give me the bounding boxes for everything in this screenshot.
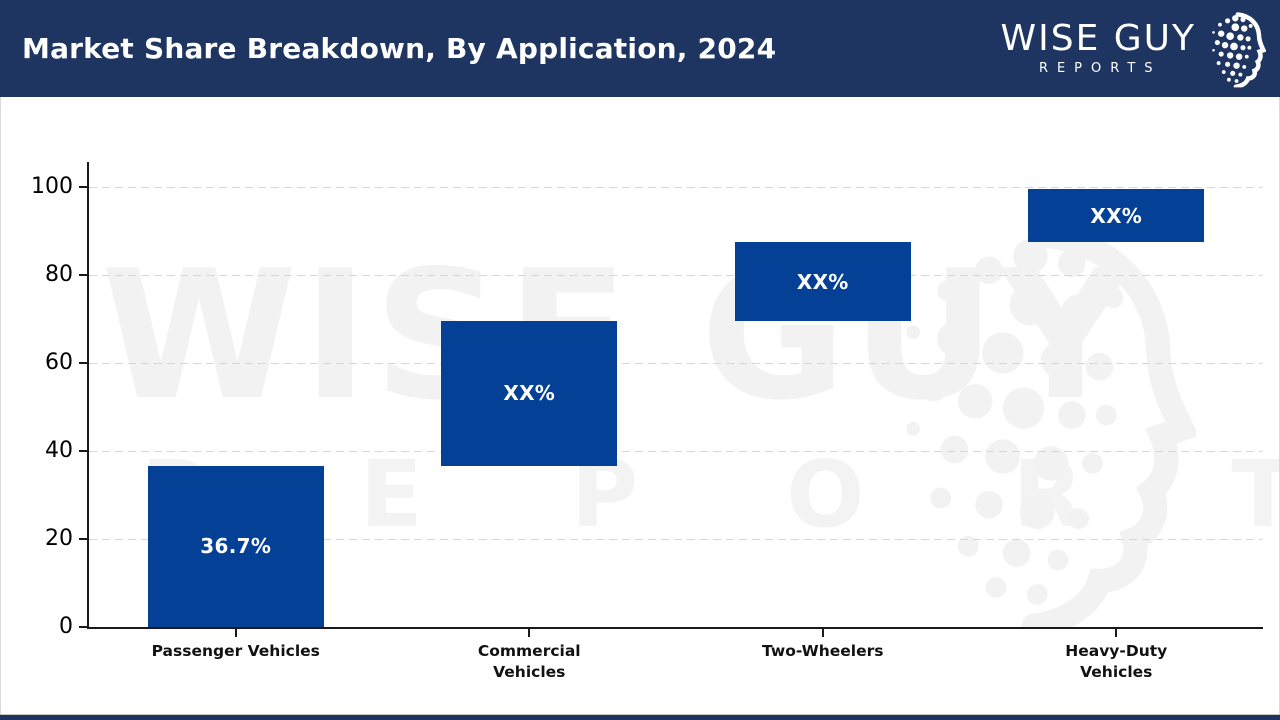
logo-wordmark-block: WISE GUY REPORTS: [1000, 18, 1197, 77]
footer-bar: [0, 714, 1280, 720]
wise-guy-logo: WISE GUY REPORTS: [1001, 9, 1267, 89]
page-title: Market Share Breakdown, By Application, …: [22, 32, 777, 65]
wise-guy-head-icon: [1202, 9, 1266, 89]
category-label-heavy-duty-vehicles: Heavy-Duty Vehicles: [1065, 642, 1168, 681]
logo-wordmark: WISE GUY: [1000, 18, 1196, 59]
gridline-60: [89, 363, 1263, 364]
bar-heavy-duty-vehicles: XX%: [1028, 189, 1205, 242]
gridline-100: [89, 187, 1263, 188]
y-tick-label-0: 0: [59, 614, 73, 639]
bar-value-label: XX%: [796, 269, 849, 294]
y-axis-line: [87, 162, 89, 629]
header: Market Share Breakdown, By Application, …: [0, 0, 1280, 97]
x-tick-mark-heavy-duty-vehicles: [1115, 629, 1118, 637]
category-label-two-wheelers: Two-Wheelers: [762, 642, 884, 660]
x-tick-mark-two-wheelers: [821, 629, 824, 637]
gridline-40: [89, 451, 1263, 452]
waterfall-chart: 0 20 40 60 80 100 36.7% Passenger Vehicles XX% Co…: [1, 97, 1279, 714]
y-tick-mark-80: [79, 274, 87, 276]
y-tick-mark-40: [79, 450, 87, 452]
bar-passenger-vehicles: 36.7%: [147, 465, 324, 627]
category-label-passenger-vehicles: Passenger Vehicles: [151, 642, 320, 660]
y-tick-label-100: 100: [31, 174, 73, 199]
y-tick-label-20: 20: [45, 526, 73, 551]
gridline-80: [89, 275, 1263, 276]
y-tick-mark-20: [79, 538, 87, 540]
y-tick-mark-100: [79, 186, 87, 188]
chart-area: WISE GUY R E P O R T S 02040608010036.7%…: [0, 97, 1280, 714]
y-tick-label-80: 80: [45, 262, 73, 287]
bar-commercial-vehicles: XX%: [441, 321, 618, 466]
y-tick-mark-0: [79, 626, 87, 628]
y-tick-mark-60: [79, 362, 87, 364]
gridline-20: [89, 539, 1263, 540]
x-tick-mark-commercial-vehicles: [528, 629, 531, 637]
y-tick-label-60: 60: [45, 350, 73, 375]
x-tick-mark-passenger-vehicles: [234, 629, 237, 637]
bar-value-label: XX%: [503, 381, 556, 406]
bar-value-label: XX%: [1090, 203, 1143, 228]
x-axis-line: [87, 627, 1263, 629]
y-tick-label-40: 40: [45, 438, 73, 463]
bar-two-wheelers: XX%: [734, 242, 911, 322]
category-label-commercial-vehicles: Commercial Vehicles: [477, 642, 581, 681]
bar-value-label: 36.7%: [200, 534, 272, 559]
logo-subtitle: REPORTS: [1038, 61, 1162, 76]
